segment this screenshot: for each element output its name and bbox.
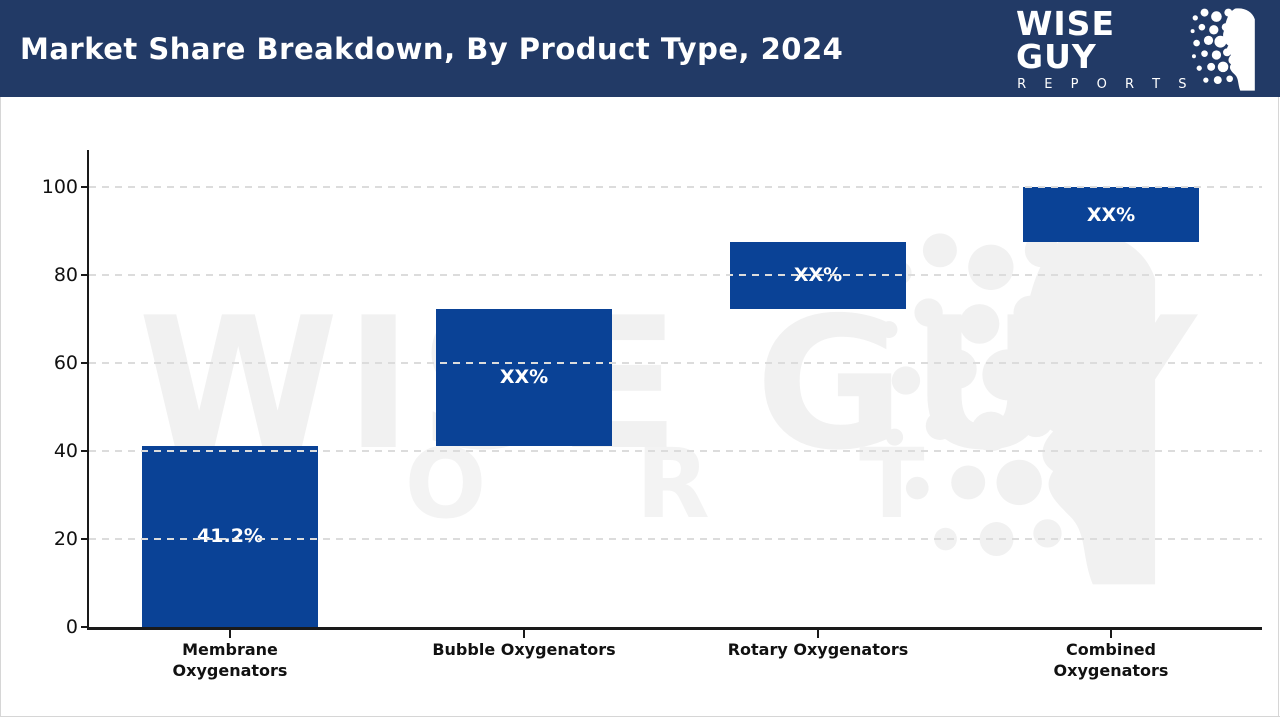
- gridline: [89, 186, 1262, 188]
- header: Market Share Breakdown, By Product Type,…: [0, 0, 1280, 97]
- brand-name: WISE GUY: [1016, 3, 1115, 76]
- bar-segment: XX%: [436, 308, 612, 446]
- x-axis-tick: [1110, 630, 1112, 638]
- page-title: Market Share Breakdown, By Product Type,…: [20, 31, 844, 66]
- y-axis-tick-label: 100: [41, 176, 78, 198]
- y-axis-tick-label: 0: [65, 616, 78, 638]
- watermark-dotted-face-icon: [880, 232, 1156, 585]
- gridline: [89, 362, 1262, 364]
- x-axis-tick: [523, 630, 525, 638]
- dotted-face-icon: [1190, 8, 1255, 91]
- frame-border-right: [1278, 97, 1279, 717]
- y-axis-tick: [81, 626, 89, 628]
- bar-value-label: XX%: [1086, 203, 1136, 226]
- y-axis-tick: [81, 362, 89, 364]
- y-axis-tick-label: 40: [53, 440, 78, 462]
- bar-segment: XX%: [1023, 187, 1199, 242]
- x-axis-tick: [817, 630, 819, 638]
- bar-value-label: 41.2%: [197, 525, 263, 548]
- y-axis-line: [87, 150, 89, 629]
- gridline: [89, 450, 1262, 452]
- brand-tagline: R E P O R T S: [1017, 76, 1194, 92]
- frame-border-bottom: [0, 716, 1280, 717]
- y-axis-tick-label: 20: [53, 528, 78, 550]
- x-axis-tick: [229, 630, 231, 638]
- y-axis-tick: [81, 538, 89, 540]
- bar-value-label: XX%: [499, 366, 549, 389]
- gridline: [89, 538, 1262, 540]
- brand-logo: WISE GUY R E P O R T S: [1016, 6, 1266, 92]
- gridline: [89, 274, 1262, 276]
- frame-border-left: [0, 97, 1, 717]
- y-axis-tick: [81, 274, 89, 276]
- x-axis-line: [87, 627, 1262, 630]
- x-axis-category-label: Bubble Oxygenators: [432, 640, 616, 659]
- y-axis-tick: [81, 450, 89, 452]
- y-axis-tick-label: 80: [53, 264, 78, 286]
- brand-logo-text: WISE GUY R E P O R T S: [1016, 7, 1195, 92]
- bar-segment: 41.2%: [142, 445, 318, 627]
- y-axis-tick-label: 60: [53, 352, 78, 374]
- x-axis-category-label: Membrane Oxygenators: [172, 640, 288, 680]
- y-axis-tick: [81, 186, 89, 188]
- x-axis-category-label: Rotary Oxygenators: [727, 640, 909, 659]
- x-axis-category-label: Combined Oxygenators: [1053, 640, 1169, 680]
